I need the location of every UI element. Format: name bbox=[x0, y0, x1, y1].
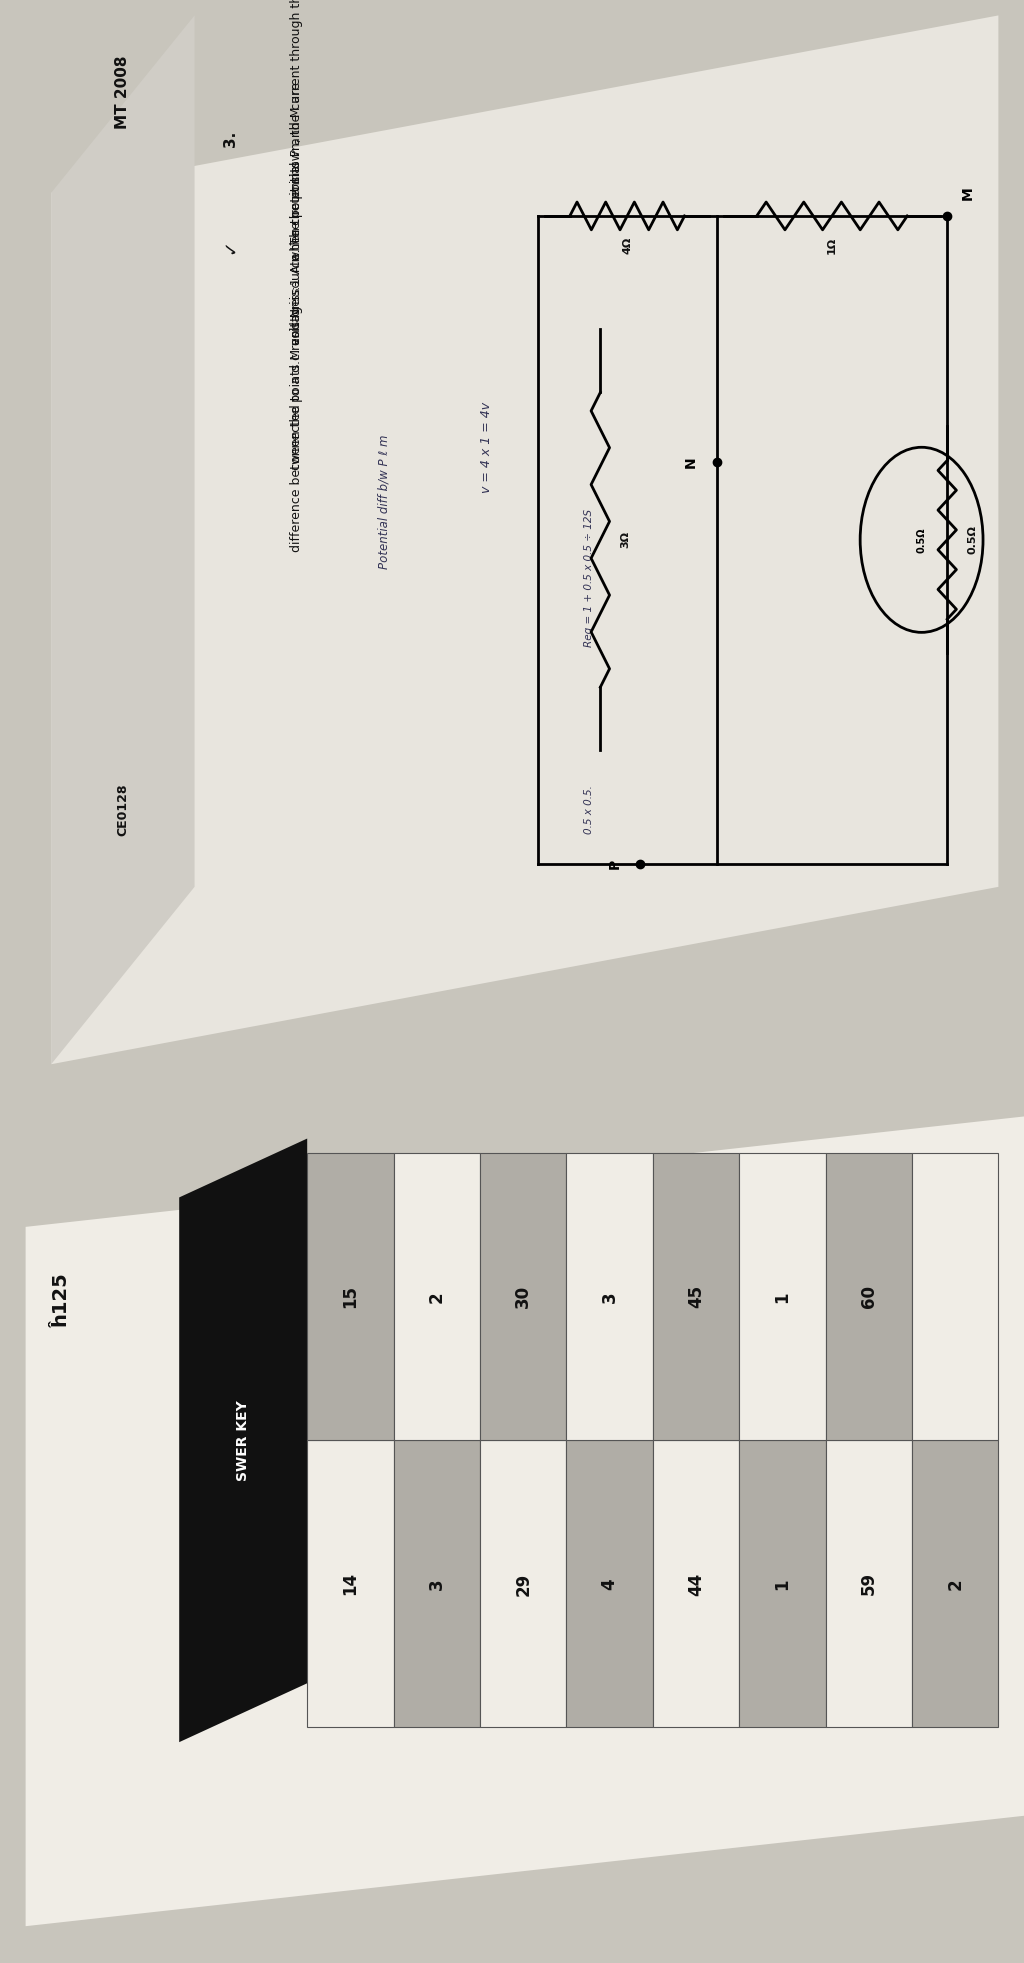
Text: ✓: ✓ bbox=[221, 239, 240, 255]
Polygon shape bbox=[51, 16, 998, 1064]
Text: 0.5Ω: 0.5Ω bbox=[916, 528, 927, 552]
Polygon shape bbox=[26, 1117, 1024, 1926]
FancyBboxPatch shape bbox=[739, 1154, 825, 1441]
Text: 30: 30 bbox=[514, 1286, 532, 1309]
Text: 3: 3 bbox=[601, 1292, 618, 1303]
Polygon shape bbox=[179, 1139, 307, 1743]
Text: 4Ω: 4Ω bbox=[623, 238, 632, 255]
Text: 60: 60 bbox=[860, 1286, 878, 1307]
Text: 2: 2 bbox=[428, 1292, 445, 1303]
Text: 44: 44 bbox=[687, 1572, 705, 1596]
Text: 1: 1 bbox=[773, 1578, 792, 1590]
Text: 2: 2 bbox=[946, 1578, 965, 1590]
Text: N: N bbox=[684, 455, 698, 467]
Text: Potential diff b/w P ℓ m: Potential diff b/w P ℓ m bbox=[378, 434, 390, 569]
Text: 59: 59 bbox=[860, 1572, 878, 1596]
Text: 1Ω: 1Ω bbox=[827, 238, 837, 255]
FancyBboxPatch shape bbox=[653, 1154, 739, 1441]
Text: Req = 1 + 0.5 x 0.5 ÷ 12S: Req = 1 + 0.5 x 0.5 ÷ 12S bbox=[584, 508, 594, 648]
FancyBboxPatch shape bbox=[912, 1154, 998, 1441]
FancyBboxPatch shape bbox=[566, 1154, 653, 1441]
Text: 45: 45 bbox=[687, 1286, 705, 1309]
FancyBboxPatch shape bbox=[912, 1441, 998, 1727]
Text: In the circuit shown, the current through the 4Ω: In the circuit shown, the current throug… bbox=[291, 0, 303, 265]
Text: 29: 29 bbox=[514, 1572, 532, 1596]
Text: 0.5 x 0.5.: 0.5 x 0.5. bbox=[584, 785, 594, 834]
Text: 14: 14 bbox=[341, 1572, 359, 1596]
FancyBboxPatch shape bbox=[393, 1154, 480, 1441]
Text: resistor is 1 A when the points P and M are: resistor is 1 A when the points P and M … bbox=[291, 82, 303, 349]
FancyBboxPatch shape bbox=[480, 1441, 566, 1727]
Text: connected to a d.c. voltage source. The potential: connected to a d.c. voltage source. The … bbox=[291, 161, 303, 471]
Text: M: M bbox=[961, 186, 975, 200]
FancyBboxPatch shape bbox=[739, 1441, 825, 1727]
Text: CE0128: CE0128 bbox=[117, 783, 129, 836]
Text: 3: 3 bbox=[428, 1578, 445, 1590]
Text: P: P bbox=[607, 858, 622, 870]
Text: v = 4 x 1 = 4v: v = 4 x 1 = 4v bbox=[480, 402, 493, 493]
FancyBboxPatch shape bbox=[480, 1154, 566, 1441]
Polygon shape bbox=[51, 16, 195, 1064]
Text: SWER KEY: SWER KEY bbox=[237, 1400, 250, 1480]
FancyBboxPatch shape bbox=[653, 1441, 739, 1727]
FancyBboxPatch shape bbox=[307, 1441, 393, 1727]
FancyBboxPatch shape bbox=[566, 1441, 653, 1727]
Text: 0.5Ω: 0.5Ω bbox=[968, 526, 978, 554]
Text: difference between the points M and N is :-: difference between the points M and N is… bbox=[291, 281, 303, 552]
Text: 3.: 3. bbox=[223, 132, 238, 147]
Text: 1: 1 bbox=[773, 1292, 792, 1303]
Text: MT 2008: MT 2008 bbox=[116, 55, 130, 130]
FancyBboxPatch shape bbox=[307, 1154, 393, 1441]
Text: 3Ω: 3Ω bbox=[621, 532, 631, 548]
FancyBboxPatch shape bbox=[393, 1441, 480, 1727]
Text: 4: 4 bbox=[601, 1578, 618, 1590]
FancyBboxPatch shape bbox=[825, 1441, 912, 1727]
Text: 15: 15 bbox=[341, 1286, 359, 1307]
Text: ĥ125: ĥ125 bbox=[52, 1274, 71, 1327]
FancyBboxPatch shape bbox=[825, 1154, 912, 1441]
